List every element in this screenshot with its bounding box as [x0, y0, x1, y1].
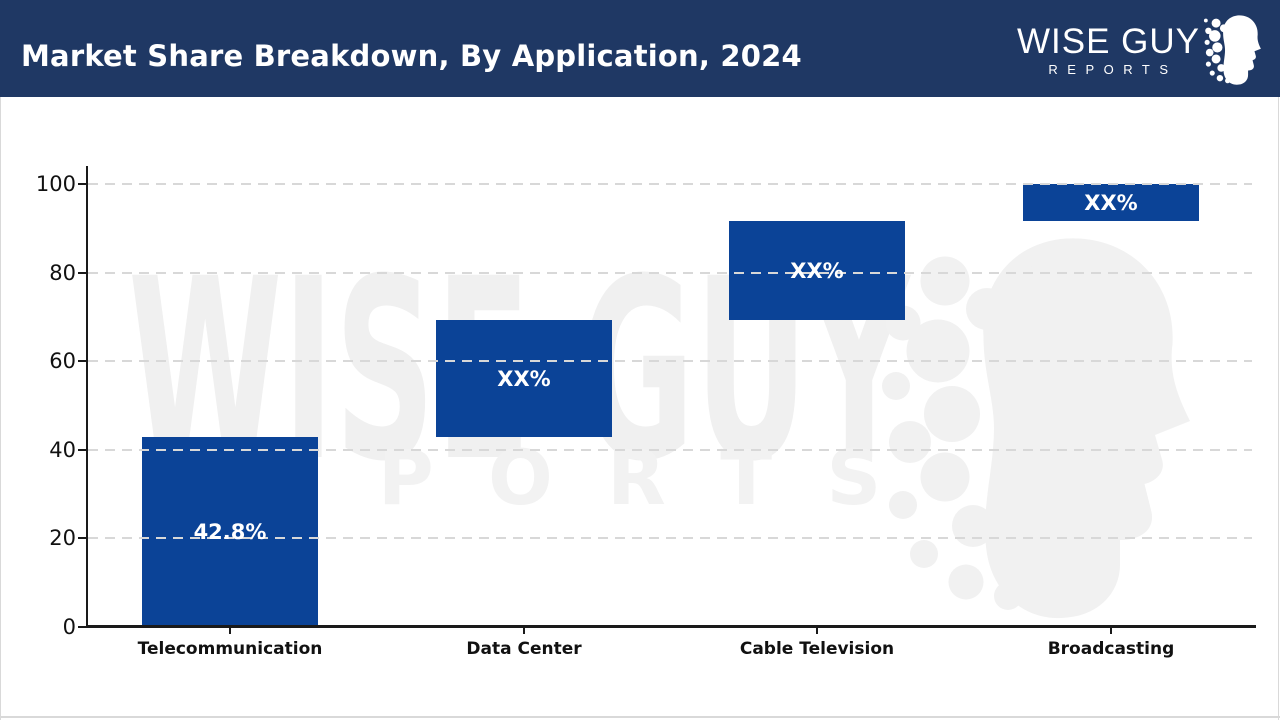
bar-data-center: [436, 320, 612, 438]
y-tick-label: 0: [62, 615, 76, 639]
bar-broadcasting: [1023, 184, 1199, 222]
bar-value-label: XX%: [1084, 190, 1138, 215]
page-border-left: [0, 97, 1, 720]
y-tick-mark: [78, 271, 87, 274]
gridline-y20: [88, 537, 1252, 540]
x-axis-spine: [86, 625, 1256, 628]
x-category-label: Telecommunication: [137, 639, 323, 659]
y-tick-mark: [78, 537, 87, 540]
x-tick-mark: [229, 628, 231, 634]
x-category-label: Data Center: [466, 639, 582, 659]
page-title: Market Share Breakdown, By Application, …: [21, 39, 802, 73]
y-tick-label: 20: [49, 526, 76, 551]
x-tick-mark: [523, 628, 525, 634]
y-tick-mark: [78, 626, 87, 628]
watermark-face-icon: [878, 238, 1190, 619]
y-tick-label: 40: [49, 437, 76, 462]
bar-value-label: XX%: [790, 258, 844, 283]
y-tick-label: 60: [49, 349, 76, 374]
gridline-y40: [88, 448, 1252, 451]
page-border-right: [1278, 97, 1279, 720]
x-tick-mark: [816, 628, 818, 634]
x-tick-mark: [1110, 628, 1112, 634]
bar-value-label: XX%: [497, 366, 551, 391]
y-tick-label: 100: [35, 172, 76, 196]
wiseguy-logo-text: WISE GUY REPORTS: [1017, 24, 1200, 76]
bar-cable-television: [729, 221, 905, 321]
y-tick-mark: [78, 360, 87, 363]
logo-subtitle: REPORTS: [1048, 62, 1178, 77]
y-tick-mark: [78, 183, 87, 185]
logo-wordmark: WISE GUY: [1016, 22, 1200, 61]
page-border-bottom: [0, 716, 1280, 718]
gridline-y100: [88, 183, 1252, 185]
y-tick-label: 80: [49, 260, 76, 285]
y-axis-spine: [86, 166, 88, 627]
gridline-y80: [88, 271, 1252, 274]
bar-value-label: 42.8%: [193, 520, 267, 545]
bar-telecommunication: [142, 437, 318, 627]
y-tick-mark: [78, 448, 87, 451]
x-category-label: Broadcasting: [1047, 639, 1175, 659]
gridline-y60: [88, 360, 1252, 363]
header-band: Market Share Breakdown, By Application, …: [0, 0, 1280, 97]
wiseguy-logo: WISE GUY REPORTS: [1017, 8, 1266, 92]
watermark-subtitle: P O R T S: [378, 433, 896, 522]
face-profile-icon: [1203, 15, 1261, 85]
x-category-label: Cable Television: [739, 639, 895, 659]
